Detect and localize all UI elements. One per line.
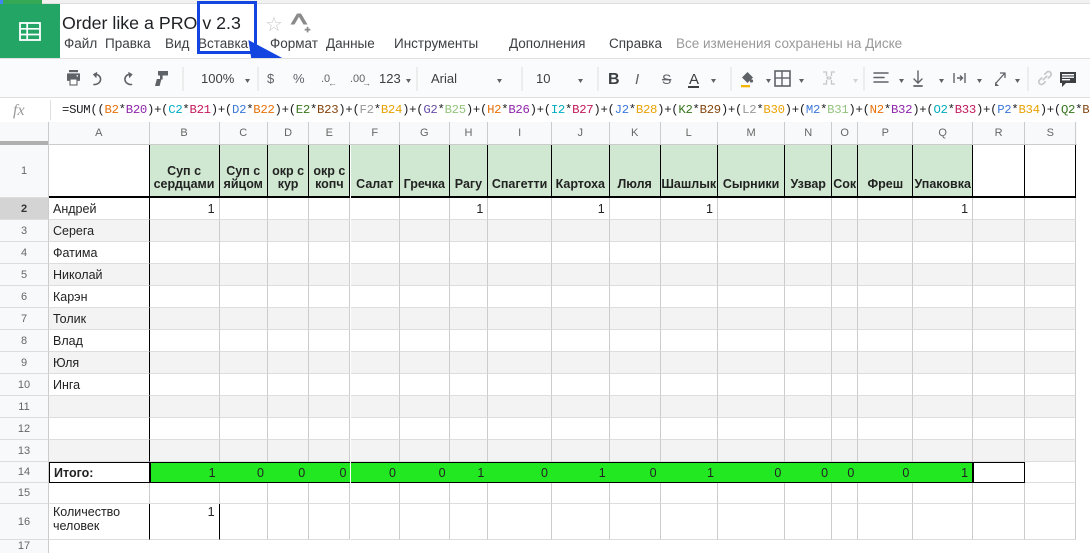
- svg-text:S: S: [662, 71, 671, 87]
- svg-text:→: →: [362, 78, 371, 88]
- svg-text:100%: 100%: [201, 71, 235, 86]
- svg-text:I: I: [635, 71, 639, 88]
- svg-text:%: %: [293, 71, 305, 86]
- svg-text:123: 123: [379, 71, 401, 86]
- svg-text:$: $: [267, 71, 275, 86]
- svg-text:Arial: Arial: [431, 71, 457, 86]
- svg-text:A: A: [689, 71, 699, 88]
- svg-text:←: ←: [328, 78, 337, 88]
- svg-text:B: B: [608, 71, 620, 88]
- svg-text:10: 10: [536, 71, 550, 86]
